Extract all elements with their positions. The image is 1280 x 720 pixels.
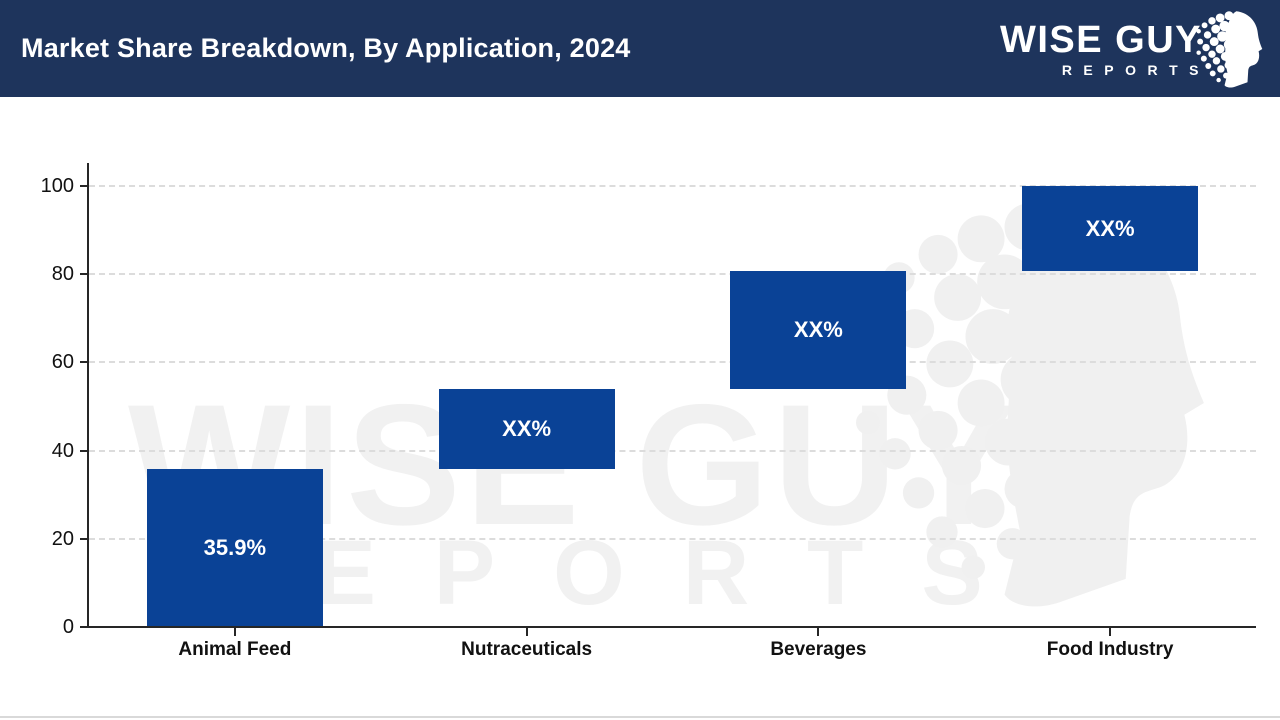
header: Market Share Breakdown, By Application, …: [0, 0, 1280, 97]
y-tick-label: 0: [62, 616, 74, 638]
logo-head-icon: [1192, 8, 1266, 90]
logo-subtext: REPORTS: [1061, 61, 1210, 78]
x-axis-label-nutraceuticals: Nutraceuticals: [461, 639, 593, 660]
y-tick-label: 60: [51, 351, 74, 374]
x-tick-mark: [525, 628, 528, 636]
gridline-20: [89, 537, 1256, 540]
x-tick-mark: [233, 628, 236, 636]
x-tick-mark: [1109, 628, 1112, 636]
gridline-60: [89, 361, 1256, 364]
bar-value-label: XX%: [1085, 215, 1135, 241]
y-tick-mark: [80, 361, 87, 364]
gridline-100: [89, 185, 1256, 187]
y-tick-mark: [80, 273, 87, 276]
bar-beverages: XX%: [730, 271, 907, 389]
y-tick-label: 100: [40, 175, 74, 197]
bar-nutraceuticals: XX%: [438, 388, 615, 469]
logo-wordmark: WISE GUY: [999, 18, 1202, 61]
y-tick-mark: [80, 449, 87, 452]
bar-value-label: 35.9%: [203, 534, 267, 560]
wise-guy-logo: WISE GUY REPORTS: [1000, 8, 1266, 90]
bar-value-label: XX%: [793, 316, 843, 342]
y-tick-label: 80: [51, 263, 74, 286]
bar-value-label: XX%: [502, 415, 552, 441]
y-axis-line: [87, 163, 89, 628]
x-axis-label-animal-feed: Animal Feed: [178, 639, 292, 660]
page-title: Market Share Breakdown, By Application, …: [21, 33, 631, 63]
gridline-80: [89, 273, 1256, 276]
y-tick-mark: [80, 537, 87, 540]
x-tick-mark: [817, 628, 820, 636]
y-tick-mark: [80, 185, 87, 187]
y-tick-label: 20: [51, 527, 74, 550]
x-axis-label-food-industry: Food Industry: [1046, 639, 1174, 660]
bar-animal-feed: 35.9%: [146, 468, 323, 627]
x-axis-label-beverages: Beverages: [770, 639, 867, 660]
gridline-40: [89, 449, 1256, 452]
x-axis-line: [87, 626, 1256, 628]
y-tick-mark: [80, 626, 87, 628]
y-tick-label: 40: [51, 439, 74, 462]
page-bottom-rule: [0, 716, 1280, 718]
bar-food-industry: XX%: [1022, 186, 1199, 272]
